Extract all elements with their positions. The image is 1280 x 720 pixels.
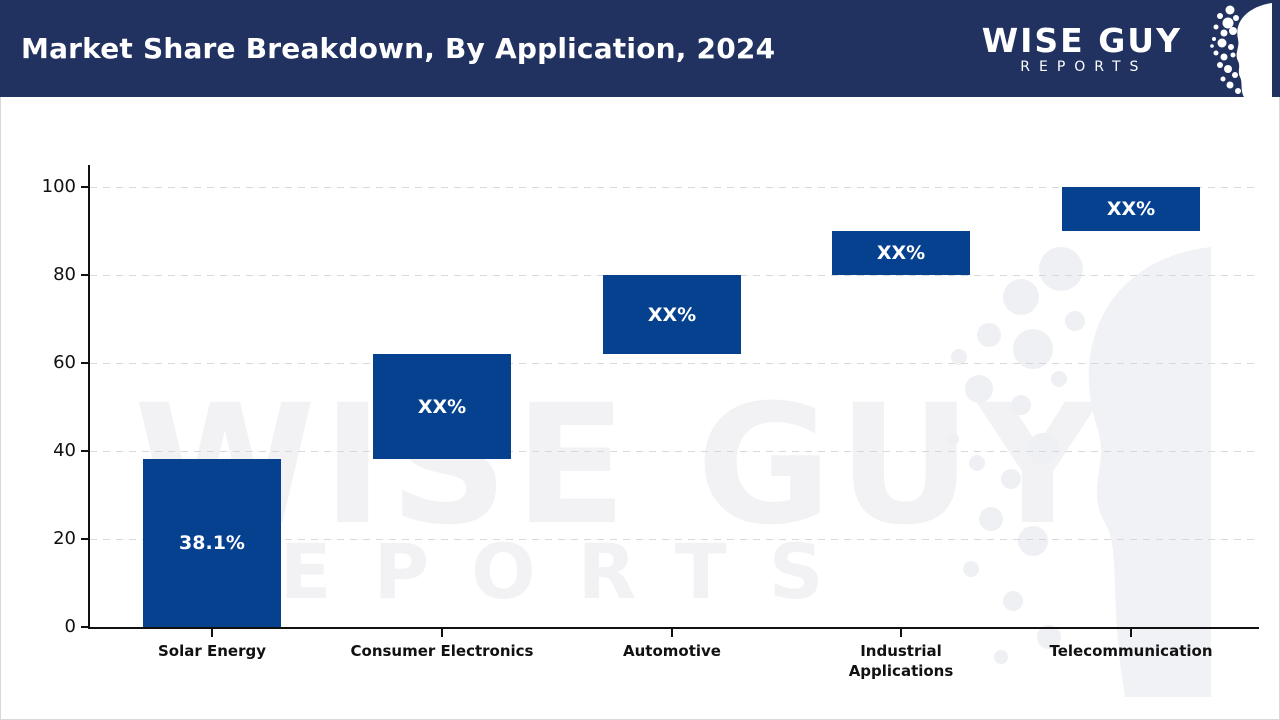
logo-face-icon bbox=[1210, 3, 1272, 97]
x-category-label: Consumer Electronics bbox=[350, 642, 534, 660]
ytick-label-40: 40 bbox=[53, 440, 76, 461]
ytick-mark-0 bbox=[81, 626, 90, 628]
bar-value-label: XX% bbox=[647, 303, 697, 326]
logo-wiseguy-text: WISE GUY bbox=[981, 21, 1182, 60]
ytick-mark-60 bbox=[81, 362, 90, 364]
ytick-label-60: 60 bbox=[53, 352, 76, 373]
ytick-mark-20 bbox=[81, 538, 90, 540]
x-category-label: Solar Energy bbox=[157, 642, 266, 660]
xtick-mark bbox=[671, 629, 673, 637]
y-axis-line bbox=[88, 165, 90, 629]
xtick-mark bbox=[211, 629, 213, 637]
watermark-face-icon bbox=[947, 247, 1211, 697]
gridline-y100 bbox=[90, 186, 1259, 188]
bar-segment: XX% bbox=[832, 231, 970, 275]
bar-value-label: XX% bbox=[876, 242, 926, 264]
x-category-label: Industrial Applications bbox=[848, 642, 954, 681]
bar-segment: XX% bbox=[603, 275, 741, 355]
logo-text: WISE GUY REPORTS bbox=[982, 24, 1182, 75]
ytick-mark-100 bbox=[81, 186, 90, 188]
ytick-label-20: 20 bbox=[53, 528, 76, 549]
bar-segment: 38.1% bbox=[143, 459, 281, 627]
x-axis-line bbox=[88, 627, 1259, 629]
gridline-y40 bbox=[90, 450, 1259, 452]
wiseguy-logo: WISE GUY REPORTS bbox=[982, 0, 1272, 97]
chart-area: WISE GUY REPORTS 0 20 40 60 80 100 38.1% Solar … bbox=[0, 97, 1280, 720]
header: Market Share Breakdown, By Application, … bbox=[0, 0, 1280, 97]
ytick-label-100: 100 bbox=[41, 176, 76, 197]
bar-value-label: XX% bbox=[1106, 198, 1156, 220]
ytick-label-0: 0 bbox=[64, 616, 76, 637]
watermark-wiseguy-text: WISE GUY bbox=[134, 369, 1104, 561]
bar-value-label: XX% bbox=[417, 395, 467, 418]
watermark-reports-text: REPORTS bbox=[179, 527, 866, 616]
xtick-mark bbox=[441, 629, 443, 637]
logo-reports-text: REPORTS bbox=[1020, 59, 1148, 75]
gridline-y60 bbox=[90, 362, 1259, 364]
x-category-label: Automotive bbox=[623, 642, 721, 660]
x-category-label: Telecommunication bbox=[1049, 642, 1213, 660]
xtick-mark bbox=[1130, 629, 1132, 637]
ytick-mark-80 bbox=[81, 274, 90, 276]
chart-title: Market Share Breakdown, By Application, … bbox=[21, 32, 776, 65]
ytick-mark-40 bbox=[81, 450, 90, 452]
gridline-y20 bbox=[90, 538, 1259, 540]
bar-segment: XX% bbox=[1062, 187, 1200, 231]
bar-value-label: 38.1% bbox=[179, 532, 245, 555]
ytick-label-80: 80 bbox=[53, 264, 76, 285]
xtick-mark bbox=[900, 629, 902, 637]
bar-segment: XX% bbox=[373, 354, 511, 460]
